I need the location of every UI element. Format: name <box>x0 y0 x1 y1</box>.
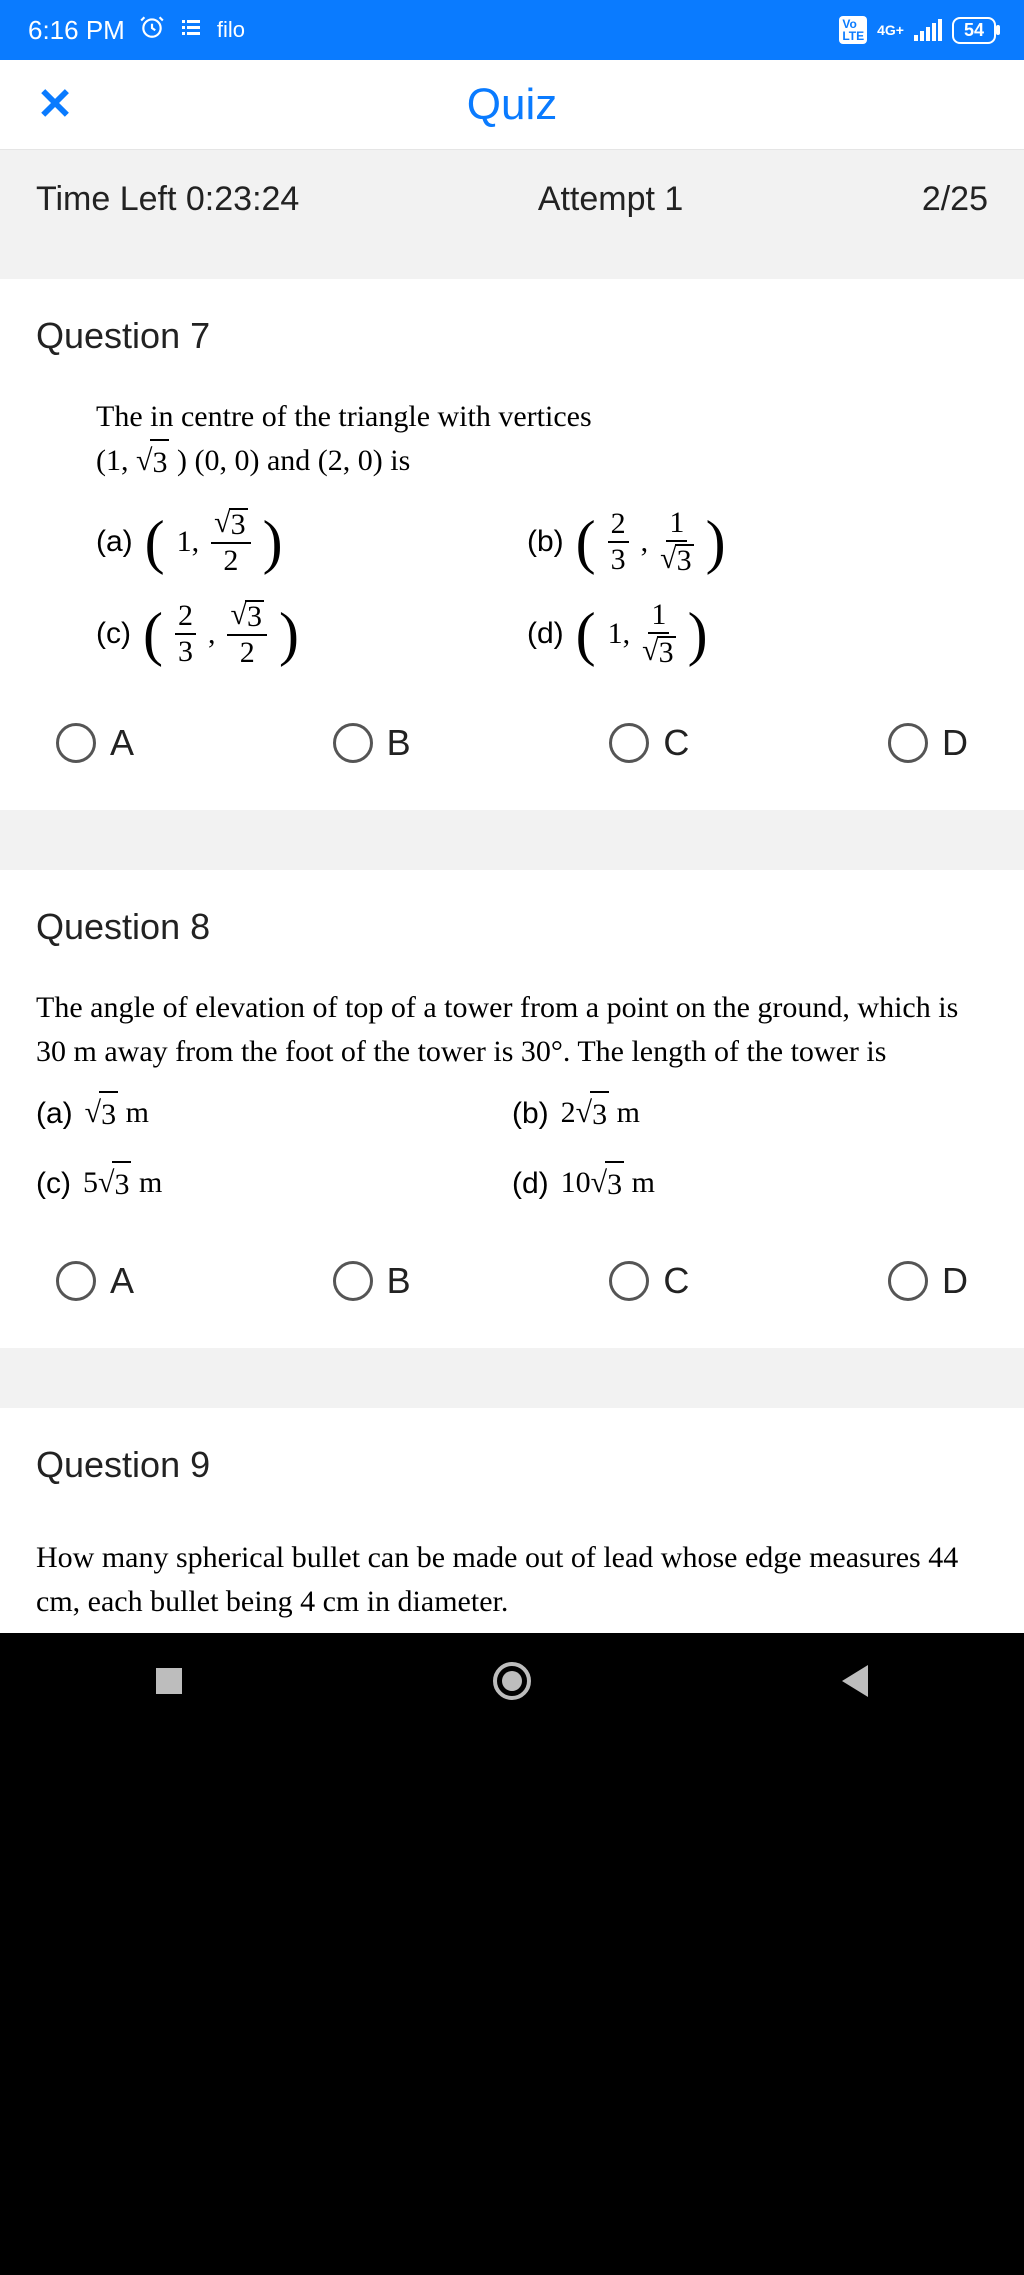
q7-option-d: (d) ( 1, 1 √3 ) <box>527 600 958 668</box>
q8-option-b: (b) 2√3 m <box>512 1091 988 1137</box>
attempt-text: Attempt 1 <box>299 180 921 219</box>
question-7-prompt: The in centre of the triangle with verti… <box>96 395 958 484</box>
question-number: Question 7 <box>36 315 988 357</box>
q7-radio-b[interactable]: B <box>333 722 411 764</box>
close-button[interactable]: ✕ <box>0 79 110 130</box>
battery-badge: 54 <box>952 17 996 44</box>
quiz-status-row: Time Left 0:23:24 Attempt 1 2/25 <box>0 150 1024 279</box>
q7-radio-c[interactable]: C <box>609 722 689 764</box>
q8-radio-c[interactable]: C <box>609 1260 689 1302</box>
q7-answer-row: A B C D <box>36 678 988 774</box>
android-nav-bar <box>0 1633 1024 1728</box>
app-tag: filo <box>217 17 245 43</box>
signal-icon <box>914 19 942 41</box>
question-9-card: Question 9 How many spherical bullet can… <box>0 1408 1024 1633</box>
q8-option-d: (d) 10√3 m <box>512 1161 988 1207</box>
q8-radio-d[interactable]: D <box>888 1260 968 1302</box>
question-8-prompt: The angle of elevation of top of a tower… <box>36 986 988 1073</box>
q8-option-a: (a) √3 m <box>36 1091 512 1137</box>
android-status-bar: 6:16 PM filo VoLTE 4G+ <box>0 0 1024 60</box>
question-8-card: Question 8 The angle of elevation of top… <box>0 870 1024 1348</box>
list-icon <box>179 15 203 46</box>
q7-radio-a[interactable]: A <box>56 722 134 764</box>
volte-badge: VoLTE <box>839 16 867 44</box>
recents-button[interactable] <box>156 1668 182 1694</box>
q8-answer-row: A B C D <box>36 1216 988 1312</box>
q7-radio-d[interactable]: D <box>888 722 968 764</box>
question-7-card: Question 7 The in centre of the triangle… <box>0 279 1024 810</box>
alarm-icon <box>139 14 165 47</box>
progress-text: 2/25 <box>922 180 988 219</box>
question-9-prompt: How many spherical bullet can be made ou… <box>36 1536 988 1623</box>
q8-radio-b[interactable]: B <box>333 1260 411 1302</box>
time-left-text: Time Left 0:23:24 <box>36 180 299 219</box>
app-header: ✕ Quiz <box>0 60 1024 150</box>
question-number: Question 9 <box>36 1444 988 1486</box>
home-button[interactable] <box>493 1662 531 1700</box>
question-number: Question 8 <box>36 906 988 948</box>
back-button[interactable] <box>842 1665 868 1697</box>
q7-option-c: (c) ( 23 , √3 2 ) <box>96 600 527 668</box>
q7-option-a: (a) ( 1, √3 2 ) <box>96 508 527 576</box>
network-label: 4G+ <box>877 22 904 38</box>
page-title: Quiz <box>110 80 1024 130</box>
q8-radio-a[interactable]: A <box>56 1260 134 1302</box>
q7-option-b: (b) ( 23 , 1 √3 ) <box>527 508 958 576</box>
q8-option-c: (c) 5√3 m <box>36 1161 512 1207</box>
clock-text: 6:16 PM <box>28 15 125 46</box>
